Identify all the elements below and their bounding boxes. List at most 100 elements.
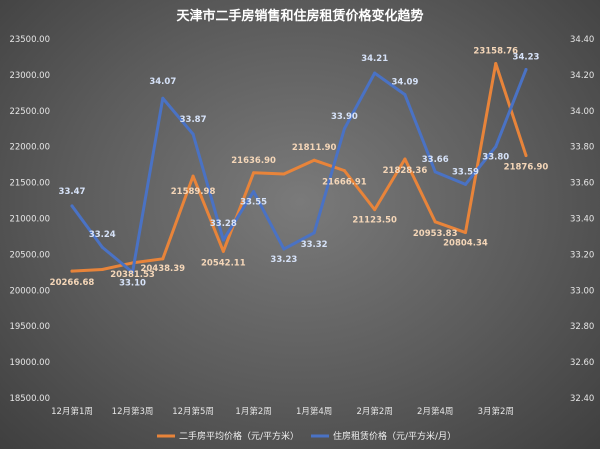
rent-point: [282, 247, 286, 251]
price-point: [433, 220, 437, 224]
x-tick-label: 12月第5周: [172, 406, 214, 417]
rent-point: [494, 145, 498, 149]
rent-point: [342, 127, 346, 131]
price-data-label: 21811.90: [292, 143, 337, 153]
price-point: [463, 231, 467, 235]
price-point: [403, 157, 407, 161]
right-y-tick-label: 32.60: [570, 358, 594, 368]
price-point: [373, 208, 377, 212]
price-data-label: 21666.91: [322, 178, 367, 188]
price-point: [494, 62, 498, 66]
price-point: [161, 257, 165, 261]
price-data-label: 21828.36: [383, 166, 428, 176]
price-data-label: 21123.50: [352, 216, 397, 226]
right-y-tick-label: 33.40: [570, 215, 594, 225]
rent-data-label: 33.87: [180, 115, 207, 125]
rent-point: [312, 231, 316, 235]
x-tick-label: 12月第3周: [112, 406, 154, 417]
right-y-tick-label: 34.00: [570, 107, 594, 117]
right-y-tick-label: 34.20: [570, 71, 594, 81]
price-point: [524, 154, 528, 158]
rent-point: [191, 132, 195, 136]
rent-data-label: 33.23: [270, 255, 297, 265]
right-y-axis: 32.40 32.60 32.80 33.00 33.20 33.40 33.60 33.80…: [570, 35, 594, 404]
left-y-tick-label: 18500.00: [9, 394, 50, 404]
rent-data-label: 33.24: [89, 230, 116, 240]
rent-data-label: 33.10: [119, 278, 146, 288]
price-data-label: 20804.34: [443, 239, 488, 249]
price-data-label: 23158.76: [473, 47, 518, 57]
rent-data-label: 33.32: [301, 240, 328, 250]
rent-point: [70, 204, 74, 208]
right-y-tick-label: 32.40: [570, 394, 594, 404]
right-y-tick-label: 33.20: [570, 250, 594, 260]
rent-data-label: 34.21: [361, 54, 388, 64]
right-y-tick-label: 33.60: [570, 179, 594, 189]
legend-label-price: 二手房平均价格（元/平方米）: [179, 430, 299, 442]
right-y-tick-label: 34.40: [570, 35, 594, 45]
rent-point: [403, 93, 407, 97]
right-y-tick-label: 32.80: [570, 322, 594, 332]
x-tick-label: 2月第2周: [357, 406, 393, 417]
price-point: [342, 169, 346, 173]
left-y-tick-label: 21500.00: [9, 179, 50, 189]
x-axis: 12月第1周 12月第3周 12月第5周 1月第2周 1月第4周 2月第2周 2月第4周 3月…: [51, 406, 514, 417]
price-data-label: 21876.90: [504, 163, 549, 173]
price-data-label: 20438.39: [140, 264, 185, 274]
price-data-label: 20542.11: [201, 258, 246, 268]
rent-point: [373, 71, 377, 75]
rent-data-label: 33.90: [331, 112, 358, 122]
series-layer: [70, 62, 528, 274]
right-y-tick-label: 33.00: [570, 286, 594, 296]
rent-point: [433, 170, 437, 174]
rent-data-label: 34.07: [149, 77, 176, 87]
x-tick-label: 1月第2周: [235, 406, 271, 417]
x-tick-label: 1月第4周: [296, 406, 332, 417]
left-y-tick-label: 23000.00: [9, 71, 50, 81]
price-data-label: 20266.68: [50, 278, 95, 288]
right-y-tick-label: 33.80: [570, 143, 594, 153]
rent-point: [131, 270, 135, 274]
left-y-tick-label: 19500.00: [9, 322, 50, 332]
left-y-tick-label: 21000.00: [9, 215, 50, 225]
price-point: [70, 269, 74, 273]
rent-data-label: 33.59: [452, 167, 479, 177]
price-data-label: 20953.83: [413, 229, 458, 239]
price-point: [191, 174, 195, 178]
price-data-label: 21636.90: [231, 156, 276, 166]
left-y-tick-label: 22000.00: [9, 143, 50, 153]
rent-data-label: 33.55: [240, 198, 267, 208]
price-point: [282, 172, 286, 176]
price-data-label: 20381.53: [110, 270, 155, 280]
rent-point: [463, 182, 467, 186]
price-point: [312, 158, 316, 162]
price-point: [221, 249, 225, 253]
price-point: [100, 267, 104, 271]
left-y-tick-label: 22500.00: [9, 107, 50, 117]
left-y-tick-label: 23500.00: [9, 35, 50, 45]
rent-point: [100, 245, 104, 249]
left-y-tick-label: 20000.00: [9, 286, 50, 296]
rent-data-label: 33.47: [59, 187, 86, 197]
rent-point: [524, 68, 528, 72]
price-series-line: [70, 62, 528, 273]
rent-data-label: 34.23: [513, 53, 540, 63]
rent-point: [252, 190, 256, 194]
rent-data-label: 33.66: [422, 155, 449, 165]
x-tick-label: 12月第1周: [51, 406, 93, 417]
price-point: [252, 171, 256, 175]
rent-data-label: 34.09: [391, 78, 418, 88]
rent-data-label: 33.80: [482, 153, 509, 163]
x-tick-label: 3月第2周: [478, 406, 514, 417]
chart-title: 天津市二手房销售和住房租赁价格变化趋势: [176, 8, 423, 24]
rent-data-label: 33.28: [210, 219, 237, 229]
rent-point: [221, 238, 225, 242]
rent-series-line: [70, 68, 528, 274]
price-data-label: 21589.98: [171, 187, 216, 197]
left-y-tick-label: 20500.00: [9, 250, 50, 260]
left-y-tick-label: 19000.00: [9, 358, 50, 368]
left-y-axis: 18500.00 19000.00 19500.00 20000.00 20500.00…: [9, 35, 50, 404]
legend-label-rent: 住房租赁价格（元/平方米/月）: [333, 430, 456, 442]
